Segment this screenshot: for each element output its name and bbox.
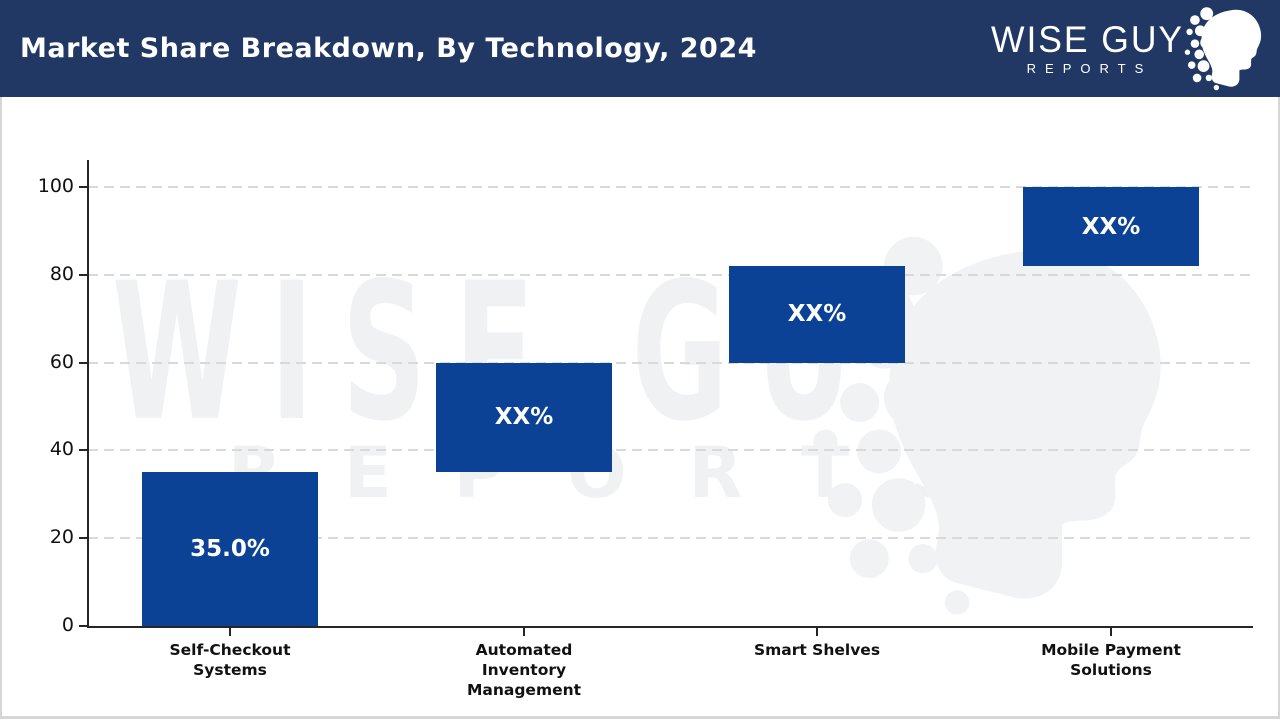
x-category-label-line: Systems — [193, 661, 267, 679]
y-tick-label: 40 — [49, 438, 74, 461]
x-category-label: Smart Shelves — [687, 640, 947, 660]
x-tick-mark — [523, 628, 525, 636]
x-category-label-line: Smart Shelves — [753, 641, 881, 659]
bar-value-label: XX% — [1081, 213, 1141, 240]
bar-value-label: XX% — [787, 301, 847, 328]
bar-value-label: 35.0% — [190, 536, 270, 563]
x-category-label: Self-Checkout Systems — [100, 640, 360, 680]
x-category-label-line: Self-Checkout — [169, 641, 291, 659]
x-tick-mark — [816, 628, 818, 636]
y-axis-spine — [87, 160, 89, 628]
y-tick-label: 20 — [49, 526, 74, 549]
x-category-label-line: Solutions — [1070, 661, 1152, 679]
logo-face-icon — [1184, 6, 1262, 90]
page-title: Market Share Breakdown, By Technology, 2… — [20, 33, 757, 64]
y-tick-mark — [79, 361, 88, 364]
y-tick-label: 0 — [61, 614, 74, 636]
gridline-80 — [88, 273, 1253, 276]
x-category-label-line: Management — [466, 681, 582, 699]
header: Market Share Breakdown, By Technology, 2… — [0, 0, 1280, 97]
y-tick-label: 100 — [37, 175, 74, 197]
watermark-secondary-text: REPORTS — [228, 432, 1024, 514]
x-tick-mark — [229, 628, 231, 636]
watermark-face-icon — [813, 236, 1161, 615]
y-tick-mark — [79, 625, 88, 627]
y-tick-mark — [79, 273, 88, 276]
y-tick-label: 80 — [49, 262, 74, 285]
bar-segment: 35.0% — [142, 472, 318, 626]
y-tick-mark — [79, 186, 88, 188]
y-tick-mark — [79, 449, 88, 452]
logo: WISE GUY REPORTS — [987, 4, 1280, 94]
gridline-40 — [88, 449, 1253, 452]
x-axis-spine — [87, 626, 1253, 628]
x-tick-mark — [1110, 628, 1112, 636]
x-category-label: Automated Inventory Management — [394, 640, 654, 700]
x-category-label-line: Inventory — [481, 661, 567, 679]
x-category-label-line: Mobile Payment — [1041, 641, 1181, 659]
gridline-20 — [88, 537, 1253, 540]
x-category-label: Mobile Payment Solutions — [981, 640, 1241, 680]
content-border — [0, 97, 1280, 719]
logo-primary-text: WISE GUY — [990, 19, 1184, 60]
logo-text: WISE GUY REPORTS — [987, 21, 1188, 76]
watermark-primary-text: WISE GUY — [112, 242, 993, 463]
gridline-60 — [88, 361, 1253, 364]
y-tick-label: 60 — [49, 350, 74, 373]
bar-segment: XX% — [1023, 187, 1199, 267]
bar-segment: XX% — [729, 266, 905, 363]
logo-secondary-text: REPORTS — [1026, 61, 1153, 76]
gridline-100 — [88, 186, 1253, 188]
x-category-label-line: Automated — [475, 641, 573, 659]
bar-segment: XX% — [436, 362, 612, 473]
y-tick-mark — [79, 537, 88, 540]
bar-value-label: XX% — [494, 404, 554, 431]
